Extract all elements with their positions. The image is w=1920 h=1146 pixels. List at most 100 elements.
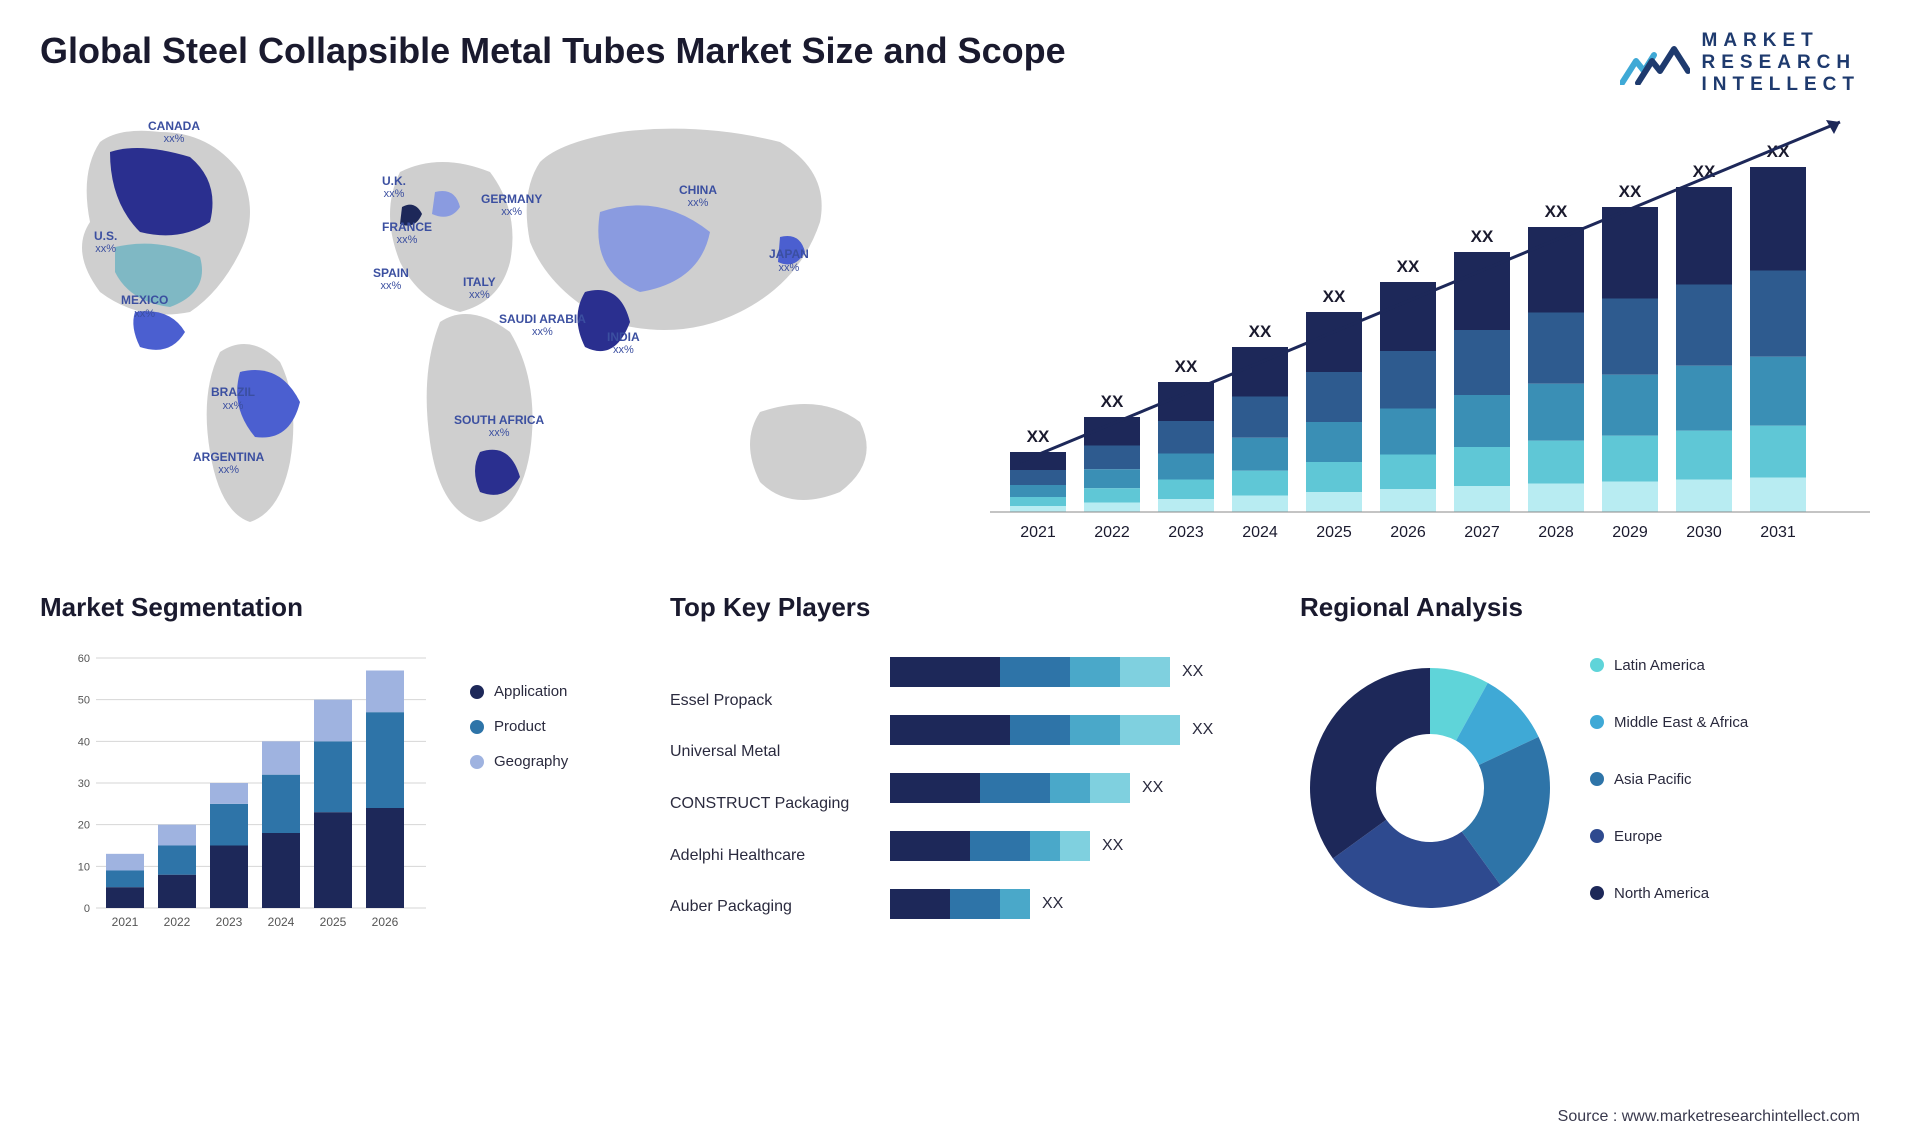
growth-bar-seg (1602, 207, 1658, 299)
map-label-germany: GERMANYxx% (481, 193, 542, 218)
player-row: XX (890, 831, 1250, 861)
growth-bar-label: XX (1471, 227, 1494, 246)
seg-bar-seg (106, 887, 144, 908)
seg-bar-seg (106, 871, 144, 888)
player-value: XX (1142, 779, 1163, 797)
world-map-panel: CANADAxx%U.S.xx%MEXICOxx%BRAZILxx%ARGENT… (40, 92, 940, 552)
growth-bar-seg (1306, 312, 1362, 372)
player-row: XX (890, 773, 1250, 803)
seg-legend-item: Application (470, 683, 620, 700)
players-bars: XXXXXXXXXX (890, 643, 1250, 933)
growth-bar-seg (1454, 486, 1510, 512)
growth-bar-seg (1158, 421, 1214, 454)
growth-bar-seg (1306, 422, 1362, 462)
svg-text:2025: 2025 (320, 915, 347, 929)
seg-bar-seg (366, 712, 404, 808)
growth-year-label: 2030 (1686, 524, 1722, 541)
growth-bar-seg (1750, 167, 1806, 271)
seg-bar-seg (314, 741, 352, 812)
growth-bar-seg (1602, 375, 1658, 436)
seg-bar-seg (262, 775, 300, 833)
logo-mark-icon (1620, 41, 1690, 85)
growth-bar-seg (1750, 426, 1806, 478)
growth-bar-seg (1528, 484, 1584, 513)
growth-bar-seg (1158, 499, 1214, 512)
growth-chart: XX2021XX2022XX2023XX2024XX2025XX2026XX20… (980, 92, 1880, 552)
map-label-india: INDIAxx% (607, 331, 640, 356)
regional-legend-item: Europe (1590, 828, 1880, 845)
growth-bar-seg (1306, 492, 1362, 512)
brand-logo: MARKET RESEARCH INTELLECT (1620, 30, 1861, 96)
regional-donut (1300, 658, 1560, 918)
growth-bar-label: XX (1027, 427, 1050, 446)
seg-legend-item: Geography (470, 753, 620, 770)
growth-bar-seg (1750, 478, 1806, 513)
source-attribution: Source : www.marketresearchintellect.com (1558, 1108, 1860, 1126)
growth-bar-label: XX (1175, 357, 1198, 376)
growth-bar-seg (1232, 496, 1288, 513)
growth-bar-label: XX (1249, 322, 1272, 341)
segmentation-legend: Application Product Geography (470, 643, 620, 933)
growth-bar-seg (1084, 488, 1140, 502)
regional-legend-item: Asia Pacific (1590, 771, 1880, 788)
growth-bar-seg (1528, 384, 1584, 441)
svg-text:2023: 2023 (216, 915, 243, 929)
page-title: Global Steel Collapsible Metal Tubes Mar… (40, 30, 1880, 72)
player-value: XX (1102, 837, 1123, 855)
players-title: Top Key Players (670, 592, 1250, 623)
player-name: CONSTRUCT Packaging (670, 795, 870, 813)
growth-bar-seg (1232, 397, 1288, 438)
seg-bar-seg (366, 808, 404, 908)
growth-bar-seg (1010, 497, 1066, 506)
seg-bar-seg (314, 812, 352, 908)
svg-text:30: 30 (78, 778, 90, 790)
player-bar (890, 715, 1180, 745)
svg-text:20: 20 (78, 820, 90, 832)
growth-bar-seg (1602, 436, 1658, 482)
growth-bar-seg (1750, 357, 1806, 426)
growth-bar-seg (1232, 438, 1288, 471)
growth-bar-seg (1306, 372, 1362, 422)
logo-text: MARKET RESEARCH INTELLECT (1702, 30, 1861, 96)
donut-segment (1310, 668, 1430, 859)
growth-bar-seg (1084, 469, 1140, 488)
segmentation-panel: Market Segmentation 01020304050602021202… (40, 592, 620, 952)
segmentation-chart: 0102030405060202120222023202420252026 (40, 643, 452, 933)
svg-text:10: 10 (78, 861, 90, 873)
player-value: XX (1192, 721, 1213, 739)
growth-bar-label: XX (1545, 202, 1568, 221)
growth-bar-seg (1158, 454, 1214, 480)
growth-bar-label: XX (1101, 392, 1124, 411)
regional-legend-item: Middle East & Africa (1590, 714, 1880, 731)
segmentation-title: Market Segmentation (40, 592, 620, 623)
seg-bar-seg (158, 846, 196, 875)
regional-panel: Regional Analysis Latin AmericaMiddle Ea… (1300, 592, 1880, 952)
map-label-mexico: MEXICOxx% (121, 294, 168, 319)
world-map-icon (40, 92, 940, 552)
regional-legend-item: Latin America (1590, 657, 1880, 674)
growth-year-label: 2026 (1390, 524, 1426, 541)
player-row: XX (890, 657, 1250, 687)
growth-year-label: 2023 (1168, 524, 1204, 541)
map-label-u-s-: U.S.xx% (94, 230, 117, 255)
growth-bar-seg (1602, 482, 1658, 513)
growth-bar-seg (1158, 480, 1214, 500)
growth-year-label: 2029 (1612, 524, 1648, 541)
growth-year-label: 2028 (1538, 524, 1574, 541)
seg-legend-item: Product (470, 718, 620, 735)
player-name: Essel Propack (670, 692, 870, 710)
growth-bar-seg (1676, 480, 1732, 513)
seg-bar-seg (314, 700, 352, 742)
player-name: Adelphi Healthcare (670, 847, 870, 865)
svg-text:40: 40 (78, 736, 90, 748)
regional-legend: Latin America Middle East & Africa Asia Pa… (1590, 657, 1880, 920)
growth-bar-seg (1380, 455, 1436, 490)
growth-bar-seg (1676, 366, 1732, 431)
growth-bar-seg (1084, 446, 1140, 470)
map-label-france: FRANCExx% (382, 221, 432, 246)
player-name: Universal Metal (670, 743, 870, 761)
seg-bar-seg (158, 825, 196, 846)
seg-bar-seg (210, 783, 248, 804)
growth-bar-seg (1084, 503, 1140, 513)
svg-text:2022: 2022 (164, 915, 191, 929)
